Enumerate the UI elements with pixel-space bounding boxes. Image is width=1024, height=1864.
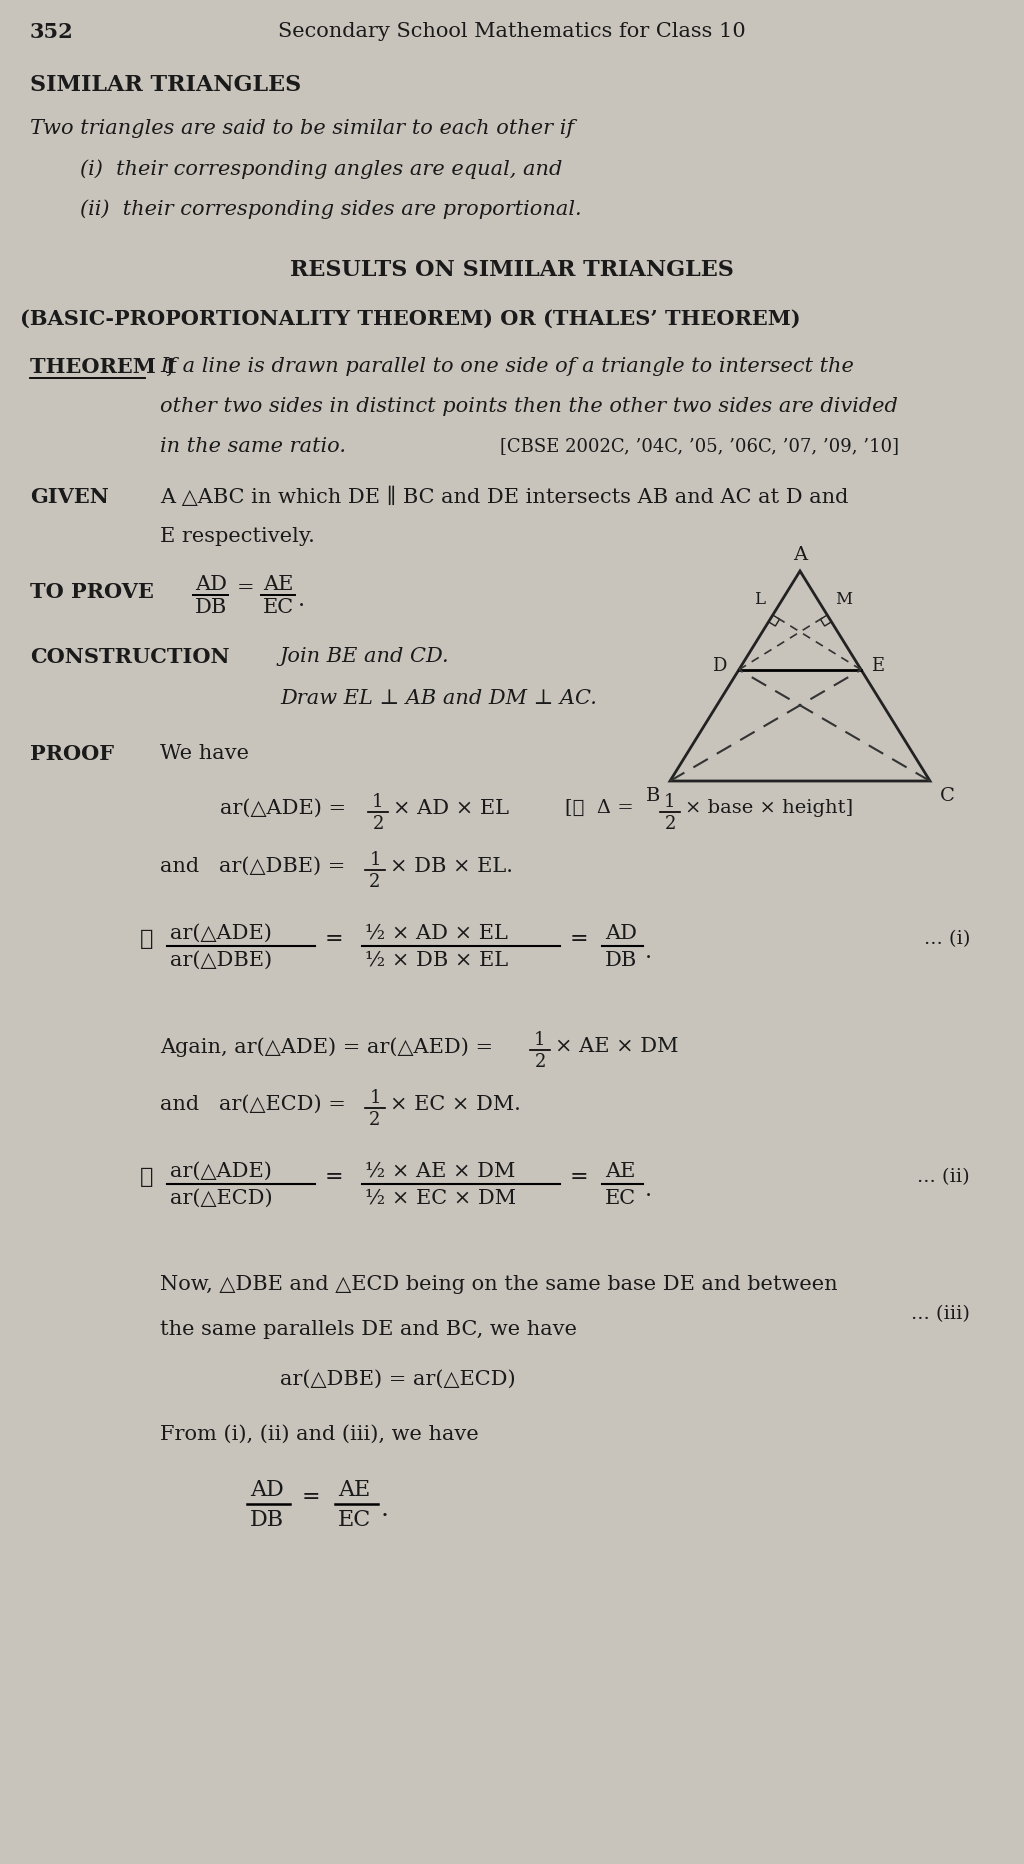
Text: E respectively.: E respectively.	[160, 528, 314, 546]
Text: ½ × AE × DM: ½ × AE × DM	[365, 1161, 515, 1180]
Text: ½ × AD × EL: ½ × AD × EL	[365, 923, 508, 943]
Text: 2: 2	[370, 872, 381, 891]
Text: Again, ar(△ADE) = ar(△AED) =: Again, ar(△ADE) = ar(△AED) =	[160, 1036, 500, 1057]
Text: AD: AD	[250, 1478, 284, 1501]
Text: Secondary School Mathematics for Class 10: Secondary School Mathematics for Class 1…	[279, 22, 745, 41]
Text: EC: EC	[263, 598, 294, 617]
Text: Draw EL ⊥ AB and DM ⊥ AC.: Draw EL ⊥ AB and DM ⊥ AC.	[280, 688, 597, 708]
Text: 1: 1	[535, 1031, 546, 1048]
Text: × AD × EL: × AD × EL	[393, 798, 509, 818]
Text: Two triangles are said to be similar to each other if: Two triangles are said to be similar to …	[30, 119, 574, 138]
Text: and   ar(△ECD) =: and ar(△ECD) =	[160, 1094, 352, 1113]
Text: ½ × EC × DM: ½ × EC × DM	[365, 1189, 516, 1208]
Text: (ii)  their corresponding sides are proportional.: (ii) their corresponding sides are propo…	[80, 199, 582, 218]
Text: .: .	[645, 941, 652, 962]
Text: A △ABC in which DE ∥ BC and DE intersects AB and AC at D and: A △ABC in which DE ∥ BC and DE intersect…	[160, 487, 848, 507]
Text: EC: EC	[605, 1189, 636, 1208]
Text: 2: 2	[535, 1053, 546, 1070]
Text: [CBSE 2002C, ’04C, ’05, ’06C, ’07, ’09, ’10]: [CBSE 2002C, ’04C, ’05, ’06C, ’07, ’09, …	[500, 436, 899, 455]
Text: 1: 1	[370, 1089, 381, 1107]
Text: ar(△ADE): ar(△ADE)	[170, 1161, 272, 1180]
Text: 1: 1	[665, 792, 676, 811]
Text: ar(△DBE): ar(△DBE)	[170, 951, 272, 969]
Text: DB: DB	[195, 598, 227, 617]
Text: 2: 2	[373, 815, 384, 833]
Text: AE: AE	[338, 1478, 371, 1501]
Text: and   ar(△DBE) =: and ar(△DBE) =	[160, 857, 352, 876]
Text: THEOREM 1: THEOREM 1	[30, 356, 178, 377]
Text: 1: 1	[373, 792, 384, 811]
Text: ar(△ADE): ar(△ADE)	[170, 923, 272, 943]
Text: ar(△ADE) =: ar(△ADE) =	[220, 798, 352, 818]
Text: SIMILAR TRIANGLES: SIMILAR TRIANGLES	[30, 75, 301, 95]
Text: × DB × EL.: × DB × EL.	[390, 857, 513, 876]
Text: =: =	[237, 578, 255, 596]
Text: 1: 1	[370, 850, 381, 869]
Text: L: L	[754, 591, 765, 608]
Text: =: =	[302, 1486, 321, 1508]
Text: PROOF: PROOF	[30, 744, 114, 764]
Text: (BASIC-PROPORTIONALITY THEOREM) OR (THALES’ THEOREM): (BASIC-PROPORTIONALITY THEOREM) OR (THAL…	[20, 309, 801, 328]
Text: ∴: ∴	[140, 1165, 154, 1187]
Text: Join BE and CD.: Join BE and CD.	[280, 647, 450, 665]
Text: DB: DB	[605, 951, 637, 969]
Text: =: =	[570, 1165, 589, 1187]
Text: 2: 2	[370, 1111, 381, 1128]
Text: AD: AD	[195, 574, 227, 593]
Text: If a line is drawn parallel to one side of a triangle to intersect the: If a line is drawn parallel to one side …	[160, 356, 854, 377]
Text: 2: 2	[665, 815, 676, 833]
Text: other two sides in distinct points then the other two sides are divided: other two sides in distinct points then …	[160, 397, 898, 416]
Text: ar(△ECD): ar(△ECD)	[170, 1189, 272, 1208]
Text: ... (i): ... (i)	[924, 930, 970, 947]
Text: ... (iii): ... (iii)	[911, 1305, 970, 1322]
Text: From (i), (ii) and (iii), we have: From (i), (ii) and (iii), we have	[160, 1424, 479, 1443]
Text: We have: We have	[160, 744, 249, 762]
Text: the same parallels DE and BC, we have: the same parallels DE and BC, we have	[160, 1320, 577, 1338]
Text: .: .	[298, 589, 305, 611]
Text: ar(△DBE) = ar(△ECD): ar(△DBE) = ar(△ECD)	[280, 1370, 516, 1389]
Text: =: =	[325, 1165, 344, 1187]
Text: (i)  their corresponding angles are equal, and: (i) their corresponding angles are equal…	[80, 158, 562, 179]
Text: ∴: ∴	[140, 928, 154, 949]
Text: ½ × DB × EL: ½ × DB × EL	[365, 951, 508, 969]
Text: M: M	[836, 591, 852, 608]
Text: D: D	[713, 656, 727, 675]
Text: GIVEN: GIVEN	[30, 487, 109, 507]
Text: [∴  Δ =: [∴ Δ =	[565, 798, 640, 816]
Text: =: =	[325, 928, 344, 949]
Text: Now, △DBE and △ECD being on the same base DE and between: Now, △DBE and △ECD being on the same bas…	[160, 1275, 838, 1294]
Text: AE: AE	[605, 1161, 635, 1180]
Text: × EC × DM.: × EC × DM.	[390, 1094, 521, 1113]
Text: TO PROVE: TO PROVE	[30, 582, 154, 602]
Text: AD: AD	[605, 923, 637, 943]
Text: =: =	[570, 928, 589, 949]
Text: × base × height]: × base × height]	[685, 798, 853, 816]
Text: 352: 352	[30, 22, 74, 43]
Text: .: .	[381, 1497, 389, 1521]
Text: C: C	[940, 787, 954, 805]
Text: EC: EC	[338, 1508, 372, 1530]
Text: A: A	[793, 546, 807, 563]
Text: CONSTRUCTION: CONSTRUCTION	[30, 647, 229, 667]
Text: RESULTS ON SIMILAR TRIANGLES: RESULTS ON SIMILAR TRIANGLES	[290, 259, 734, 281]
Text: AE: AE	[263, 574, 293, 593]
Text: × AE × DM: × AE × DM	[555, 1036, 678, 1055]
Text: E: E	[871, 656, 885, 675]
Text: .: .	[645, 1178, 652, 1200]
Text: in the same ratio.: in the same ratio.	[160, 436, 346, 457]
Text: ... (ii): ... (ii)	[918, 1167, 970, 1186]
Text: DB: DB	[250, 1508, 284, 1530]
Text: B: B	[645, 787, 660, 805]
